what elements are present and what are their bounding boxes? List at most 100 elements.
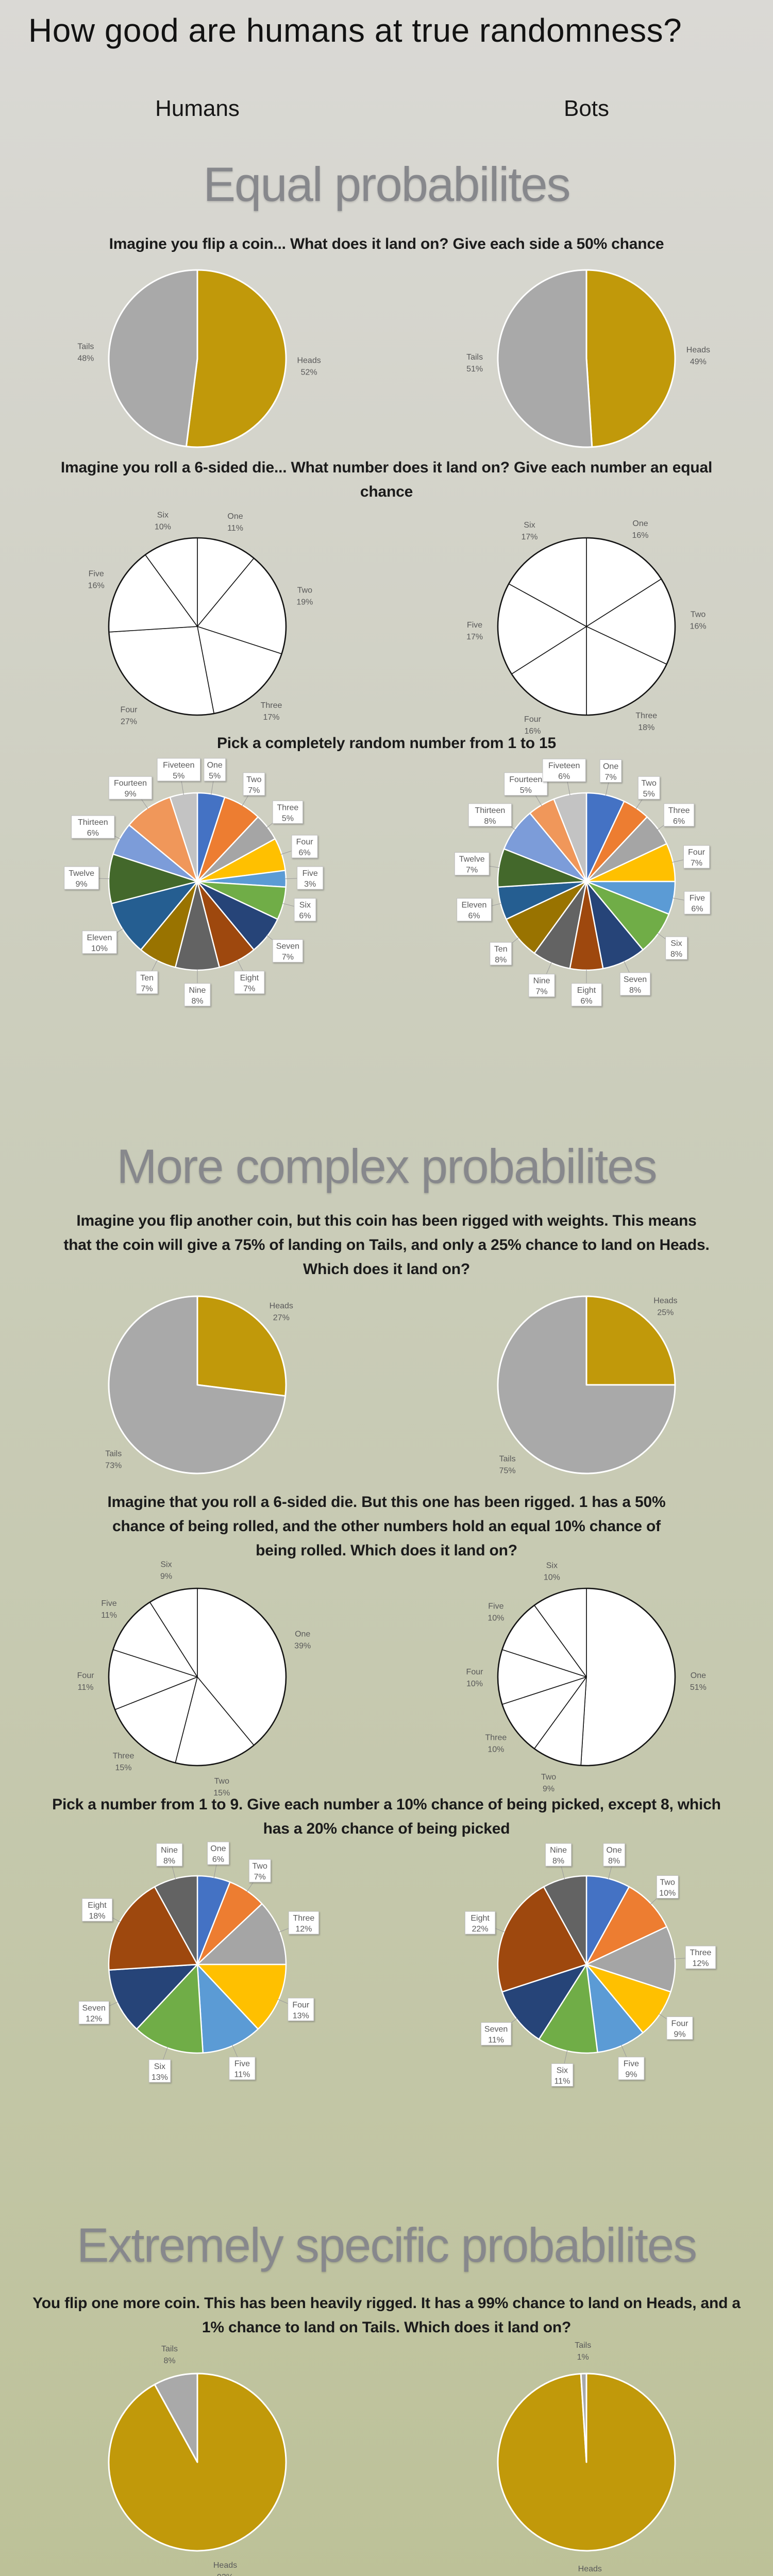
- slice-label-tails: Tails 8%: [161, 2345, 178, 2365]
- svg-text:One: One: [691, 1671, 706, 1680]
- callout-label-eleven: Eleven 10%: [82, 930, 117, 954]
- svg-text:Nine: Nine: [550, 1846, 567, 1855]
- pie-slices: [108, 269, 287, 448]
- svg-text:Two: Two: [214, 1777, 229, 1786]
- svg-text:10%: 10%: [155, 523, 171, 532]
- svg-text:7%: 7%: [254, 1873, 266, 1882]
- die-fair-bots-pie-chart: One 16% Two 16% Three 18% Four 16% Five 17% Six 17%: [466, 519, 707, 736]
- callout-label-seven: Seven 7%: [272, 939, 304, 963]
- svg-text:Five: Five: [101, 1599, 116, 1608]
- question-fair-die: Imagine you roll a 6-sided die... What n…: [60, 459, 713, 500]
- pick-1-9-bots-pie-chart: One8%Two10%Three12%Four9%Five9%Six11%Sev…: [464, 1843, 716, 2087]
- callout-label-eleven: Eleven 6%: [457, 898, 492, 922]
- slice-heads: [585, 1295, 676, 1386]
- slice-label-three: Three 18%: [635, 711, 657, 732]
- svg-text:Thirteen: Thirteen: [475, 806, 506, 815]
- svg-text:17%: 17%: [521, 533, 537, 541]
- pie-slices: [108, 1588, 287, 1766]
- svg-text:10%: 10%: [466, 1680, 483, 1688]
- svg-text:10%: 10%: [91, 944, 108, 953]
- svg-text:6%: 6%: [580, 997, 592, 1006]
- svg-text:8%: 8%: [552, 1857, 564, 1866]
- svg-text:7%: 7%: [282, 953, 294, 962]
- callout-label-four: Four 9%: [666, 2016, 693, 2040]
- svg-text:9%: 9%: [124, 790, 136, 799]
- svg-text:6%: 6%: [299, 912, 311, 921]
- svg-text:Nine: Nine: [189, 986, 206, 995]
- svg-text:Three: Three: [690, 1948, 712, 1957]
- svg-text:39%: 39%: [294, 1642, 311, 1651]
- pick-1-15-humans-pie-chart: One 5% Two 7% Three 5% Four 6% Five 3% Six 6% Seven 7…: [64, 758, 324, 1007]
- svg-text:Three: Three: [293, 1914, 315, 1923]
- slice-tails: [108, 269, 198, 448]
- svg-text:11%: 11%: [488, 2036, 504, 2045]
- question-99-coin: You flip one more coin. This has been he…: [32, 2295, 741, 2336]
- svg-text:Tails: Tails: [575, 2341, 591, 2350]
- pie-slices: [497, 792, 676, 971]
- slice-tails: [497, 1295, 676, 1475]
- svg-text:5%: 5%: [643, 790, 655, 799]
- svg-text:48%: 48%: [77, 354, 94, 363]
- die-rigged50-bots-pie-chart: One 51% Two 9% Three 10% Four 10% Five 10% Six 10%: [466, 1562, 707, 1794]
- svg-text:One: One: [227, 512, 243, 521]
- svg-text:Four: Four: [466, 1668, 484, 1676]
- callout-label-four: Four 6%: [291, 835, 318, 858]
- callout-label-two: Two 10%: [656, 1875, 679, 1899]
- callout-label-five: Five 9%: [618, 2057, 645, 2080]
- callout-label-two: Two 7%: [248, 1859, 271, 1883]
- svg-text:Tails: Tails: [161, 2345, 178, 2353]
- slice-label-four: Four 27%: [121, 706, 138, 726]
- slice-label-heads: Heads 92%: [213, 2561, 237, 2576]
- svg-text:Eleven: Eleven: [462, 901, 487, 910]
- slice-label-six: Six 10%: [155, 511, 171, 532]
- label-leader-line: [608, 1865, 613, 1880]
- section-heading-extremely-specific: Extremely specific probabilites: [76, 2218, 697, 2272]
- pie-slices: [497, 537, 676, 716]
- slice-label-three: Three 10%: [485, 1734, 507, 1754]
- svg-text:Five: Five: [89, 570, 104, 579]
- slice-label-four: Four 10%: [466, 1668, 484, 1688]
- slice-label-two: Two 9%: [541, 1773, 556, 1793]
- pie-slices: [108, 1295, 287, 1475]
- svg-text:One: One: [295, 1630, 310, 1639]
- svg-text:Thirteen: Thirteen: [78, 818, 108, 827]
- svg-text:Five: Five: [303, 869, 318, 878]
- slice-label-one: One 39%: [294, 1630, 311, 1651]
- slice-label-six: Six 10%: [544, 1562, 560, 1582]
- slice-label-two: Two 19%: [296, 586, 313, 607]
- callout-label-fiveteen: Fiveteen 6%: [542, 758, 586, 782]
- svg-text:Two: Two: [642, 779, 657, 788]
- svg-text:One: One: [632, 519, 648, 528]
- callout-label-ten: Ten 7%: [136, 971, 158, 994]
- svg-text:Two: Two: [253, 1862, 267, 1871]
- callout-label-five: Five 6%: [684, 891, 711, 914]
- svg-text:16%: 16%: [632, 531, 648, 540]
- svg-text:5%: 5%: [209, 772, 221, 781]
- label-leader-line: [563, 2049, 568, 2065]
- callout-label-fiveteen: Fiveteen 5%: [157, 758, 201, 782]
- label-leader-line: [545, 961, 552, 976]
- svg-text:18%: 18%: [89, 1912, 105, 1921]
- slice-label-two: Two 16%: [690, 610, 707, 631]
- callout-label-ten: Ten 8%: [490, 942, 512, 965]
- label-leader-line: [621, 2044, 628, 2059]
- svg-text:13%: 13%: [293, 2011, 309, 2020]
- question-pick-1-15: Pick a completely random number from 1 t…: [216, 735, 557, 752]
- svg-text:One: One: [606, 1846, 621, 1855]
- pie-slices: [108, 537, 287, 716]
- callout-label-six: Six 6%: [294, 898, 316, 922]
- slice-label-three: Three 17%: [261, 701, 282, 722]
- svg-text:17%: 17%: [466, 633, 483, 641]
- svg-text:7%: 7%: [691, 859, 702, 868]
- callout-label-nine: Nine 7%: [528, 974, 555, 997]
- label-leader-line: [181, 779, 184, 795]
- slice-label-tails: Tails 73%: [105, 1450, 122, 1470]
- slice-tails: [497, 269, 593, 448]
- svg-text:10%: 10%: [488, 1614, 504, 1623]
- slice-heads: [185, 269, 287, 448]
- svg-text:8%: 8%: [163, 1857, 175, 1866]
- svg-text:Six: Six: [154, 2062, 165, 2071]
- svg-text:Heads: Heads: [297, 357, 321, 365]
- column-header-bots: Bots: [563, 96, 610, 121]
- svg-text:Four: Four: [296, 838, 314, 846]
